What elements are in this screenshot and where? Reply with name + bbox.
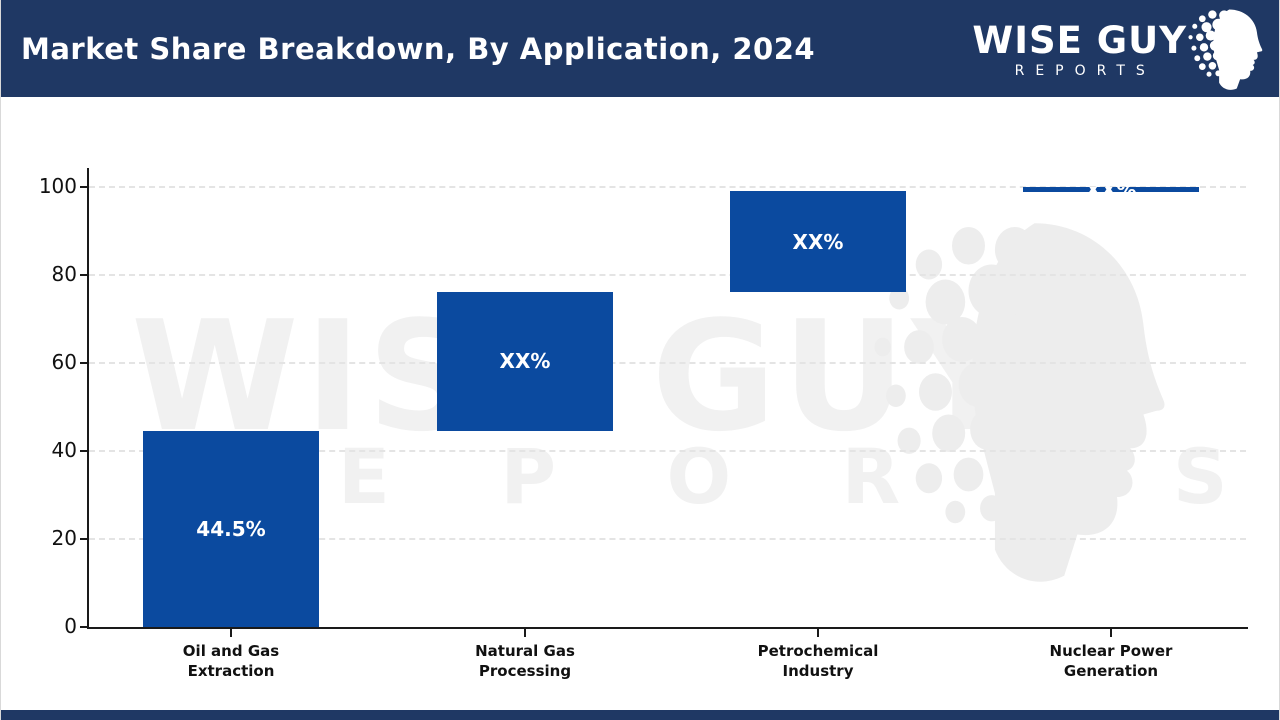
x-category-label: Petrochemical Industry [757, 642, 879, 680]
bar-value-label: 44.5% [196, 517, 266, 542]
y-axis-tick-label: 40 [51, 438, 77, 462]
bar-2: XX% [437, 291, 613, 432]
y-axis-tick-mark [80, 186, 88, 188]
bar-value-label: XX% [499, 349, 551, 374]
x-axis-tick-mark [817, 629, 819, 637]
x-axis-tick-mark [1110, 629, 1112, 637]
y-axis-tick-label: 60 [51, 350, 77, 374]
brand-subtitle: REPORTS [1014, 62, 1156, 79]
x-axis-tick-mark [524, 629, 526, 637]
y-axis-tick-mark [80, 626, 88, 628]
gridline-y20 [89, 538, 1246, 540]
brand-logo-text: WISE GUY REPORTS [972, 18, 1187, 80]
brand-logo: WISE GUY REPORTS [972, 6, 1267, 92]
x-category-label: Natural Gas Processing [475, 642, 575, 680]
y-axis-tick-label: 20 [51, 526, 77, 550]
bar-1: 44.5% [143, 431, 319, 627]
x-axis-line [87, 627, 1248, 629]
y-axis-line [87, 168, 89, 629]
y-axis-tick-label: 0 [64, 614, 77, 638]
header-bar: Market Share Breakdown, By Application, … [1, 0, 1279, 97]
x-category-label: Oil and Gas Extraction [182, 642, 280, 680]
gridline-y80 [89, 274, 1246, 276]
y-axis-tick-mark [80, 538, 88, 540]
bar-value-label: XX% [1086, 187, 1137, 192]
logo-head-icon [1188, 9, 1263, 90]
y-axis-tick-label: 100 [38, 174, 77, 198]
chart-title: Market Share Breakdown, By Application, … [21, 31, 816, 66]
y-axis-tick-label: 80 [51, 262, 77, 286]
gridline-y40 [89, 450, 1246, 452]
gridline-y60 [89, 362, 1246, 364]
brand-name: WISE GUY [972, 18, 1187, 62]
watermark-head-icon [874, 223, 1165, 582]
bar-3: XX% [730, 191, 906, 292]
gridline-y100 [89, 186, 1246, 188]
x-category-label: Nuclear Power Generation [1049, 642, 1173, 680]
footer-bar [1, 710, 1279, 720]
x-axis-tick-mark [230, 629, 232, 637]
bar-value-label: XX% [792, 229, 844, 254]
y-axis-tick-mark [80, 450, 88, 452]
y-axis-tick-mark [80, 274, 88, 276]
bar-4: XX% [1023, 187, 1199, 192]
y-axis-tick-mark [80, 362, 88, 364]
